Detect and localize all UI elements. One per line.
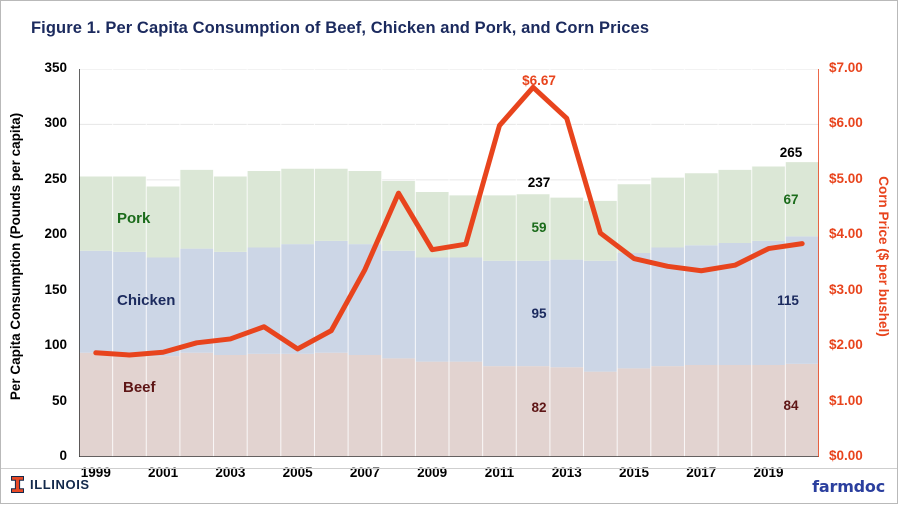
annotation-mid-chicken: 95 (531, 306, 547, 321)
annotation-end-chicken: 115 (777, 293, 799, 308)
annotation-mid-beef: 82 (531, 400, 547, 415)
y-axis-left-tick: 250 (44, 170, 67, 186)
plot-area: Pork Chicken Beef $6.67 237 59 95 82 265… (79, 69, 819, 457)
y-axis-left-tick: 100 (44, 337, 67, 353)
illinois-logo: ILLINOIS (11, 476, 90, 493)
series-label-chicken: Chicken (117, 292, 176, 309)
y-axis-right-tick: $7.00 (829, 60, 863, 75)
footer: ILLINOIS farmdoc (1, 468, 897, 503)
annotation-mid-pork: 59 (531, 220, 547, 235)
y-axis-left-tick: 150 (44, 281, 67, 297)
chart-svg (79, 69, 819, 457)
y-axis-left-tick: 0 (59, 448, 67, 463)
vertical-gridlines (112, 69, 786, 457)
annotation-end-total: 265 (779, 145, 803, 160)
y-axis-left-tick: 300 (44, 115, 67, 131)
y-axis-left-title: Per Capita Consumption (Pounds per capit… (7, 61, 25, 451)
annotation-peak-corn-price: $6.67 (522, 73, 556, 88)
y-axis-right-tick: $4.00 (829, 226, 863, 242)
y-axis-left-tick: 200 (44, 226, 67, 242)
series-label-beef: Beef (123, 379, 156, 396)
page-title: Figure 1. Per Capita Consumption of Beef… (31, 19, 650, 37)
y-axis-right-title-text: Corn Price ($ per bushel) (875, 175, 891, 337)
farmdoc-logo: farmdoc (812, 477, 885, 496)
corn-price-line (93, 84, 805, 358)
illinois-logo-text: ILLINOIS (30, 477, 90, 492)
y-axis-right-tick: $2.00 (829, 337, 863, 353)
y-axis-right-tick: $3.00 (829, 281, 863, 297)
y-axis-left-tick: 350 (44, 60, 67, 75)
annotation-end-beef: 84 (783, 398, 799, 413)
y-axis-left-title-text: Per Capita Consumption (Pounds per capit… (8, 112, 24, 400)
y-axis-right-tick: $6.00 (829, 115, 863, 131)
y-axis-right-title: Corn Price ($ per bushel) (873, 61, 893, 451)
y-axis-right-tick: $0.00 (829, 448, 863, 463)
y-axis-right-tick: $5.00 (829, 170, 863, 186)
y-axis-left-tick: 50 (51, 392, 67, 408)
y-axis-right-tick: $1.00 (829, 392, 863, 408)
illinois-block-i-icon (11, 476, 24, 493)
annotation-end-pork: 67 (783, 192, 799, 207)
annotation-mid-total: 237 (527, 175, 551, 190)
series-label-pork: Pork (117, 210, 151, 227)
